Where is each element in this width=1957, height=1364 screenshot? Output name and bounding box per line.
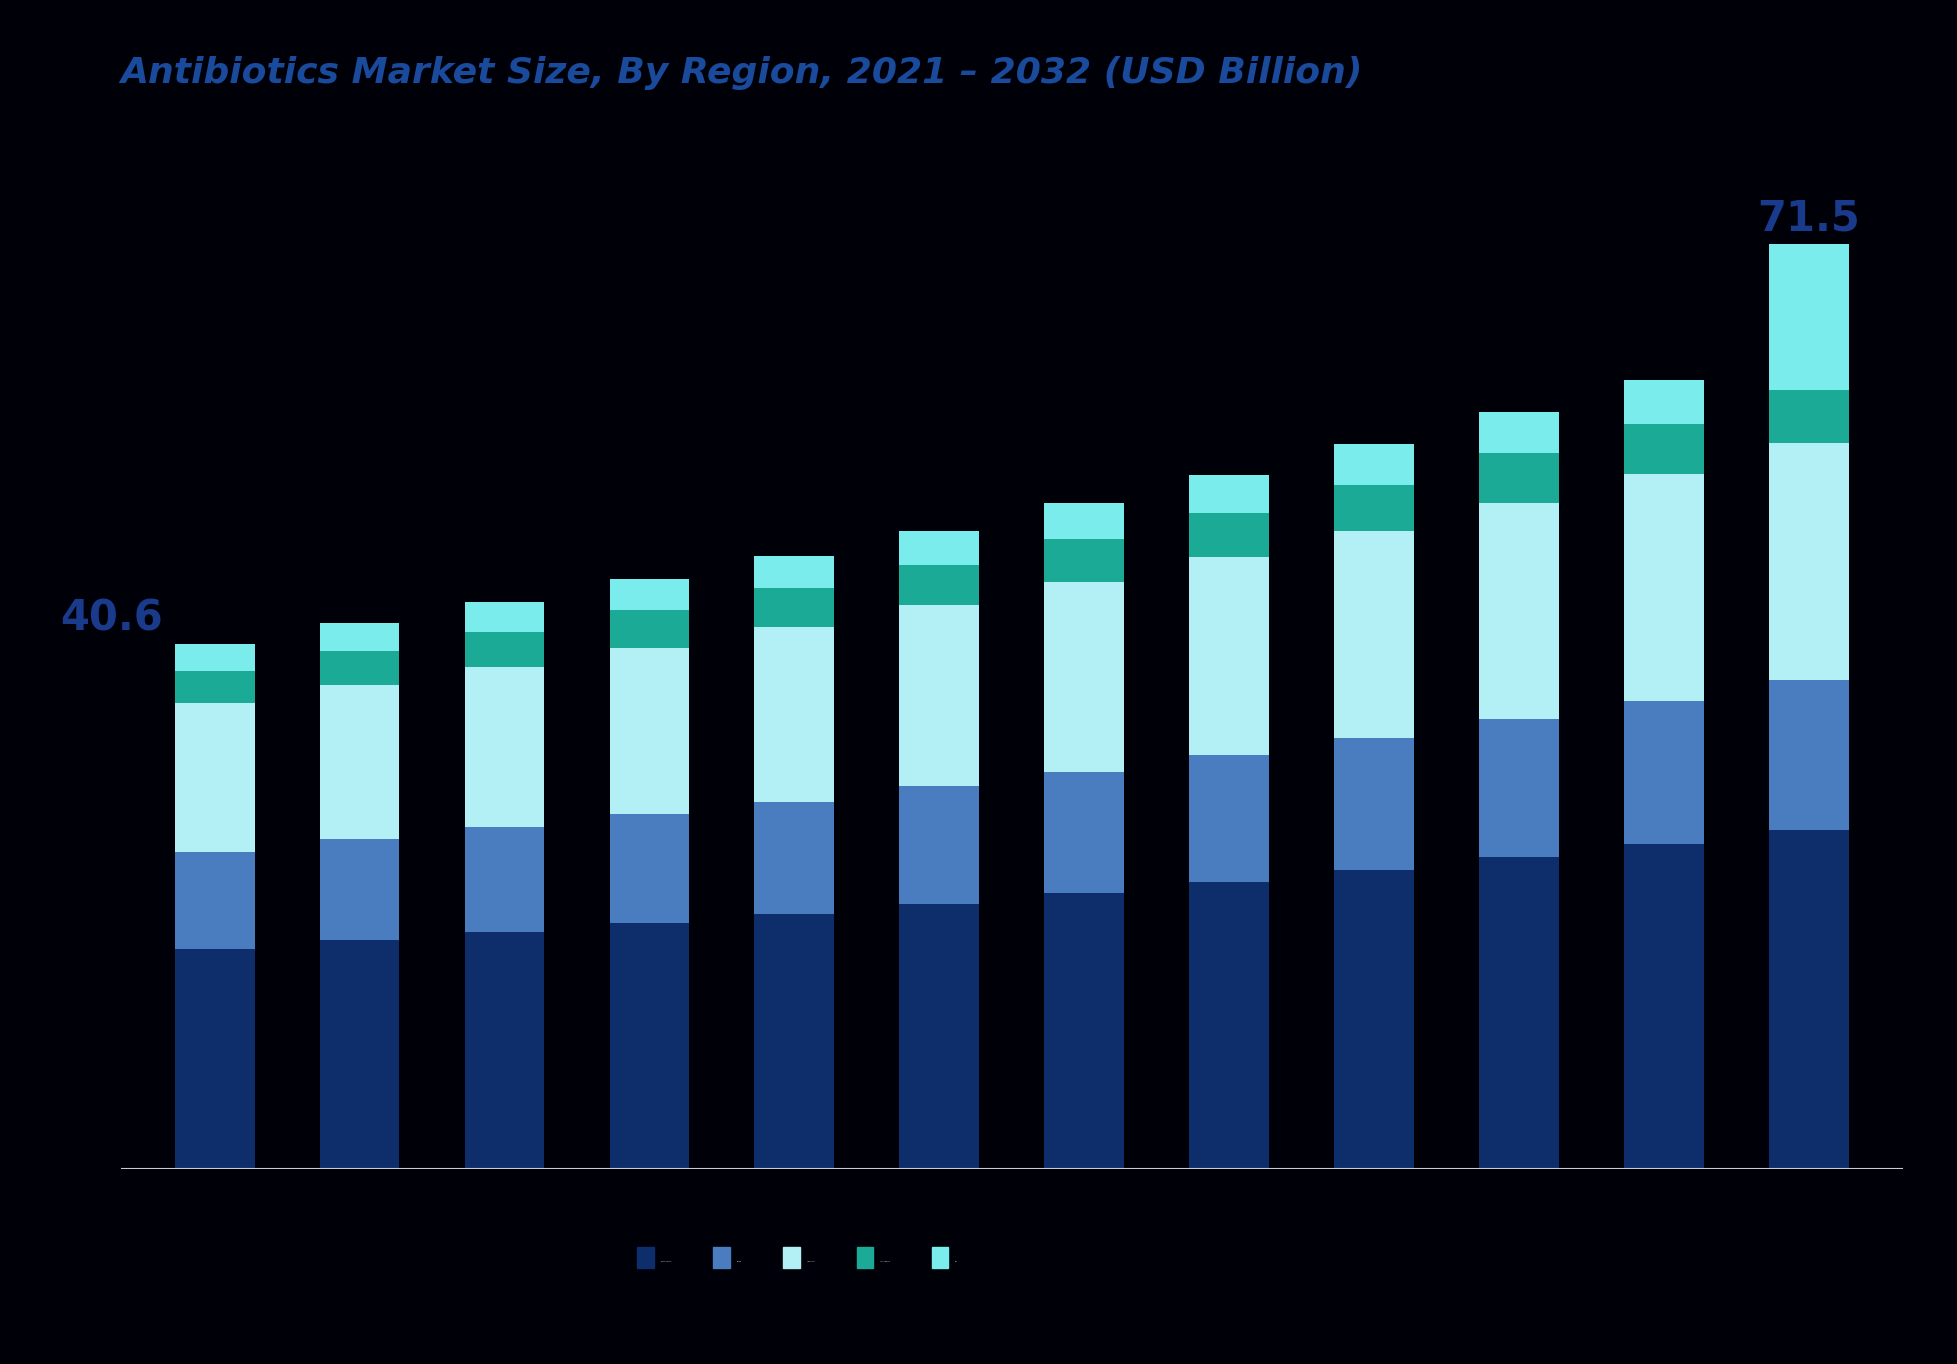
Bar: [319, 839, 399, 940]
Text: Antibiotics Market Size, By Region, 2021 – 2032 (USD Billion): Antibiotics Market Size, By Region, 2021…: [121, 56, 1362, 90]
Bar: [609, 923, 689, 1169]
Bar: [900, 604, 978, 786]
Bar: [1624, 379, 1705, 424]
Bar: [174, 671, 254, 704]
Bar: [1190, 476, 1268, 513]
Bar: [900, 565, 978, 604]
Bar: [319, 623, 399, 652]
Bar: [1045, 581, 1123, 772]
Bar: [1190, 557, 1268, 754]
Bar: [1479, 453, 1558, 502]
Bar: [1479, 412, 1558, 453]
Bar: [1624, 424, 1705, 475]
Bar: [1769, 679, 1849, 831]
Bar: [174, 949, 254, 1169]
Bar: [1045, 502, 1123, 539]
Bar: [464, 603, 544, 632]
Bar: [1045, 893, 1123, 1169]
Bar: [609, 814, 689, 923]
Bar: [1769, 443, 1849, 679]
Bar: [755, 555, 834, 588]
Bar: [1769, 244, 1849, 390]
Bar: [1624, 844, 1705, 1169]
Bar: [1479, 857, 1558, 1169]
Bar: [1045, 772, 1123, 893]
Legend: North America, Europe, Asia Pacific, Latin America, MEA: North America, Europe, Asia Pacific, Lat…: [638, 1247, 959, 1269]
Bar: [609, 648, 689, 814]
Bar: [900, 786, 978, 904]
Bar: [755, 627, 834, 802]
Bar: [755, 914, 834, 1169]
Bar: [464, 932, 544, 1169]
Bar: [609, 610, 689, 648]
Bar: [174, 704, 254, 852]
Bar: [900, 531, 978, 565]
Bar: [319, 940, 399, 1169]
Bar: [1335, 738, 1413, 870]
Bar: [174, 644, 254, 671]
Bar: [1479, 502, 1558, 719]
Bar: [1479, 719, 1558, 857]
Bar: [1190, 513, 1268, 557]
Text: 71.5: 71.5: [1757, 198, 1859, 240]
Bar: [1335, 445, 1413, 484]
Bar: [1335, 531, 1413, 738]
Bar: [1335, 870, 1413, 1169]
Bar: [609, 578, 689, 610]
Bar: [1769, 831, 1849, 1169]
Bar: [900, 904, 978, 1169]
Bar: [174, 852, 254, 949]
Bar: [464, 828, 544, 932]
Bar: [1624, 701, 1705, 844]
Bar: [1190, 754, 1268, 881]
Bar: [1769, 390, 1849, 443]
Bar: [755, 588, 834, 627]
Bar: [1045, 539, 1123, 581]
Bar: [755, 802, 834, 914]
Text: 40.6: 40.6: [61, 597, 162, 640]
Bar: [319, 652, 399, 685]
Bar: [1190, 881, 1268, 1169]
Bar: [464, 667, 544, 828]
Bar: [464, 632, 544, 667]
Bar: [1335, 484, 1413, 531]
Bar: [1624, 475, 1705, 701]
Bar: [319, 685, 399, 839]
